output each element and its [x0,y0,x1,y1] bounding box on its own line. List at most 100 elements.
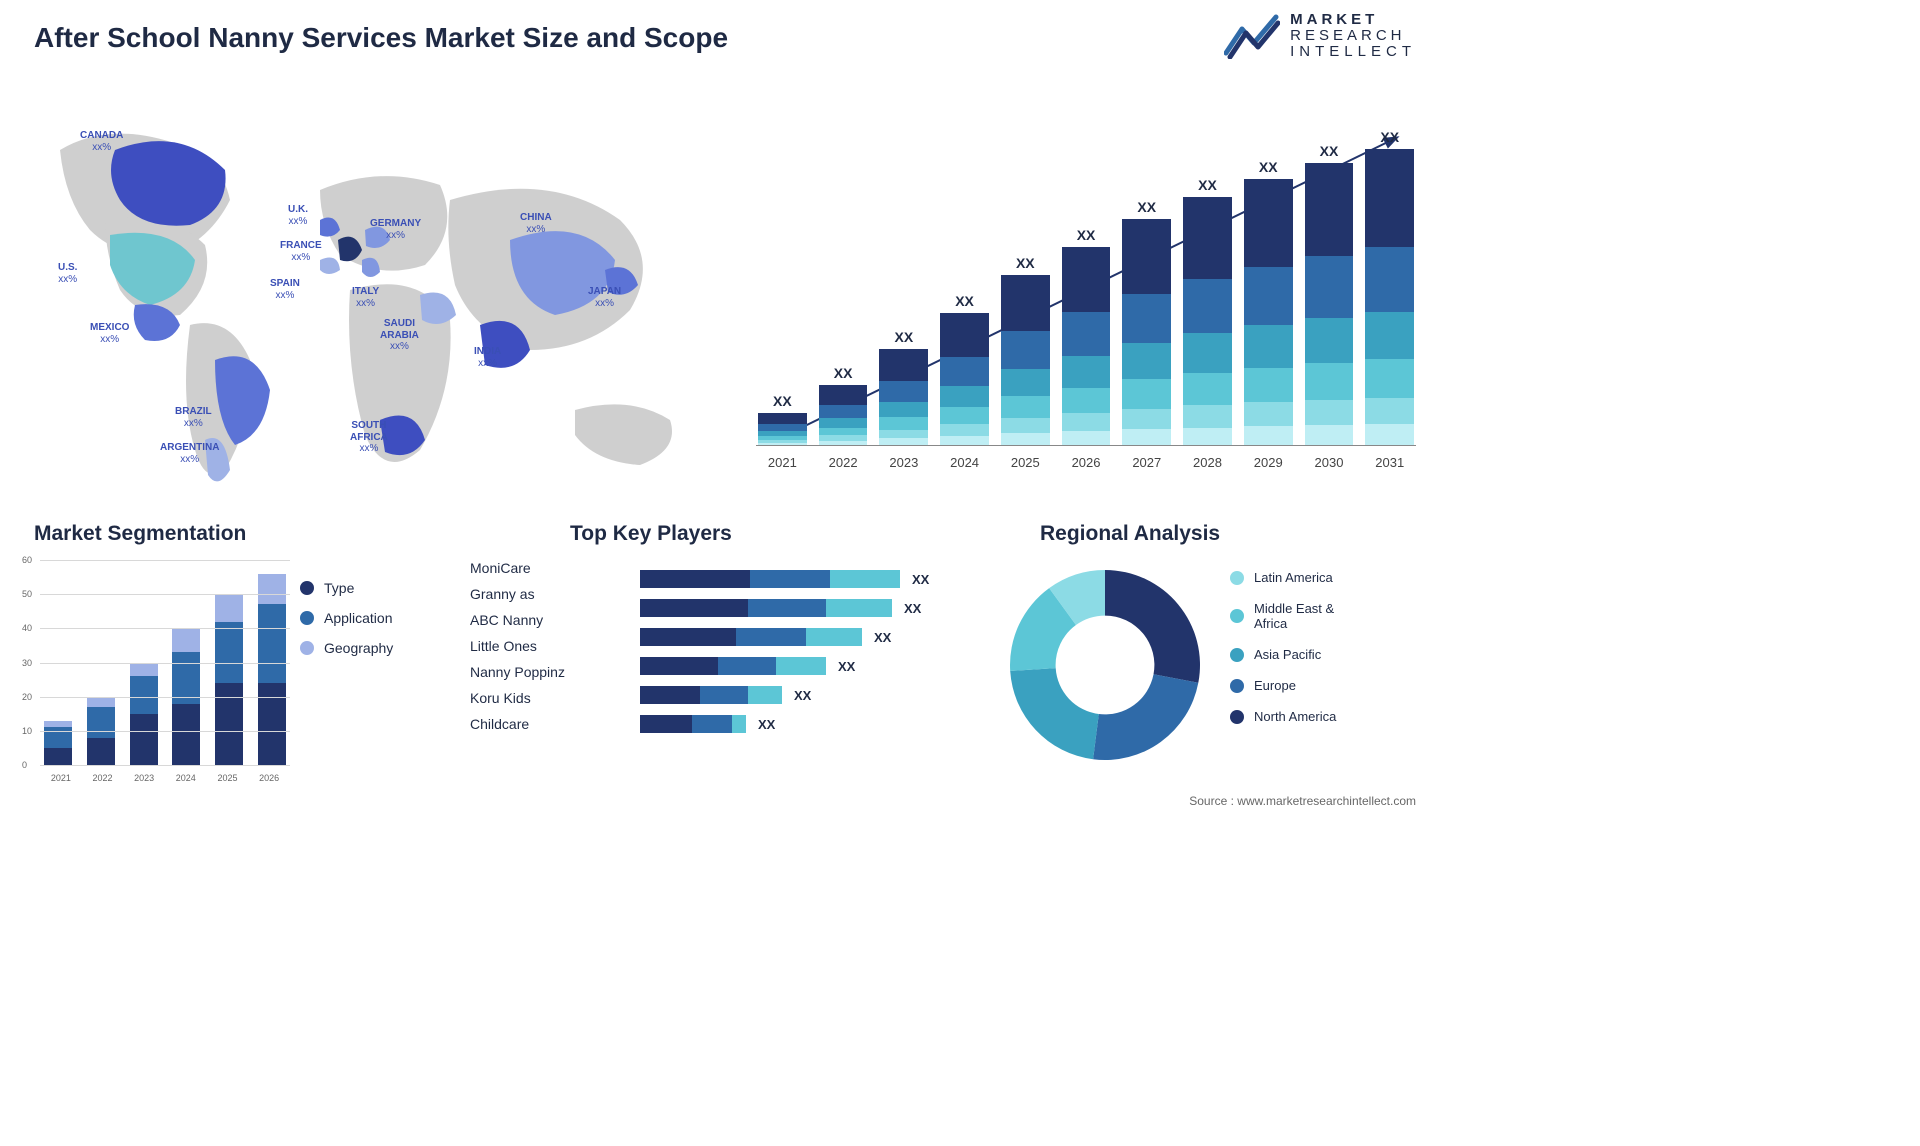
segmentation-heading: Market Segmentation [34,522,246,546]
segmentation-bar [130,663,158,765]
bar-segment [940,436,989,445]
bar-segment [732,715,746,733]
bar-segment [819,405,868,418]
bar-segment [1183,405,1232,427]
key-player-bar-row: XX [640,599,940,617]
bar-value-label: XX [874,630,891,645]
bar-segment [1365,424,1414,445]
bar-segment [1305,363,1354,400]
bar-segment [940,313,989,357]
legend-item: Asia Pacific [1230,647,1336,662]
legend-label: Geography [324,640,393,656]
main-bar: XX [879,329,928,445]
bar-segment [940,424,989,436]
segmentation-chart: 0102030405060 202120222023202420252026 [20,560,290,785]
main-bar: XX [940,293,989,445]
legend-swatch [1230,609,1244,623]
bar-value-label: XX [838,659,855,674]
x-axis-label: 2021 [51,773,71,783]
y-axis-label: 10 [22,726,32,736]
bar-value-label: XX [773,393,792,409]
bar-segment [1062,356,1111,388]
map-label: SOUTHAFRICAxx% [350,420,388,455]
bar-segment [44,748,72,765]
key-player-name: Nanny Poppinz [470,664,565,680]
bar-segment [776,657,826,675]
map-label: FRANCExx% [280,240,322,263]
bar-segment [1122,343,1171,379]
bar-segment [1183,428,1232,445]
bar-segment [819,418,868,428]
bar-segment [879,349,928,381]
key-player-name: Granny as [470,586,565,602]
source-line: Source : www.marketresearchintellect.com [1189,794,1416,808]
main-bar: XX [1244,159,1293,445]
bar-segment [1122,409,1171,429]
main-bar-chart: XXXXXXXXXXXXXXXXXXXXXX 20212022202320242… [756,100,1416,470]
map-label: U.K.xx% [288,204,308,227]
bar-segment [1305,425,1354,445]
regional-donut [1000,560,1210,770]
legend-item: Latin America [1230,570,1336,585]
legend-label: Asia Pacific [1254,647,1321,662]
bar-segment [1001,369,1050,396]
bar-segment [1001,396,1050,418]
logo-text-2: RESEARCH [1290,28,1416,44]
segmentation-bar [44,721,72,765]
map-label: SPAINxx% [270,278,300,301]
legend-swatch [300,611,314,625]
bar-segment [879,381,928,402]
map-label: SAUDIARABIAxx% [380,318,419,353]
bar-segment [215,683,243,765]
y-axis-label: 30 [22,658,32,668]
bar-segment [750,570,830,588]
bar-value-label: XX [1016,255,1035,271]
key-players-chart: XX XX XX XX XX XX [640,570,940,733]
map-label: CANADAxx% [80,130,123,153]
bar-segment [819,385,868,405]
bar-segment [1001,433,1050,445]
bar-segment [1365,247,1414,312]
legend-label: Middle East &Africa [1254,601,1334,631]
map-label: ITALYxx% [352,286,379,309]
legend-label: Latin America [1254,570,1333,585]
legend-item: Type [300,580,393,596]
main-bar: XX [1122,199,1171,445]
bar-value-label: XX [1198,177,1217,193]
bar-value-label: XX [894,329,913,345]
y-axis-label: 50 [22,589,32,599]
bar-segment [130,676,158,714]
bar-segment [44,721,72,728]
bar-segment [640,686,700,704]
bar-segment [940,407,989,424]
x-axis-label: 2024 [940,455,989,470]
bar-value-label: XX [912,572,929,587]
bar-segment [258,604,286,683]
key-player-name: Childcare [470,716,565,732]
bar-segment [1062,312,1111,356]
bar-segment [1365,398,1414,425]
map-label: MEXICOxx% [90,322,129,345]
main-bar: XX [758,393,807,445]
bar-segment [130,714,158,765]
bar-segment [1183,197,1232,279]
bar-segment [1001,275,1050,331]
key-player-bar-row: XX [640,570,940,588]
bar-segment [1244,426,1293,445]
key-player-bar-row: XX [640,686,940,704]
bar-segment [940,386,989,407]
legend-item: Application [300,610,393,626]
main-bar: XX [1062,227,1111,445]
bar-value-label: XX [758,717,775,732]
bar-segment [700,686,748,704]
key-player-name: Little Ones [470,638,565,654]
x-axis-label: 2026 [259,773,279,783]
x-axis-label: 2024 [176,773,196,783]
main-bar: XX [1183,177,1232,445]
legend-item: Middle East &Africa [1230,601,1336,631]
x-axis-label: 2022 [92,773,112,783]
map-label: GERMANYxx% [370,218,421,241]
bar-segment [1183,333,1232,373]
x-axis-label: 2025 [1001,455,1050,470]
legend-item: Geography [300,640,393,656]
